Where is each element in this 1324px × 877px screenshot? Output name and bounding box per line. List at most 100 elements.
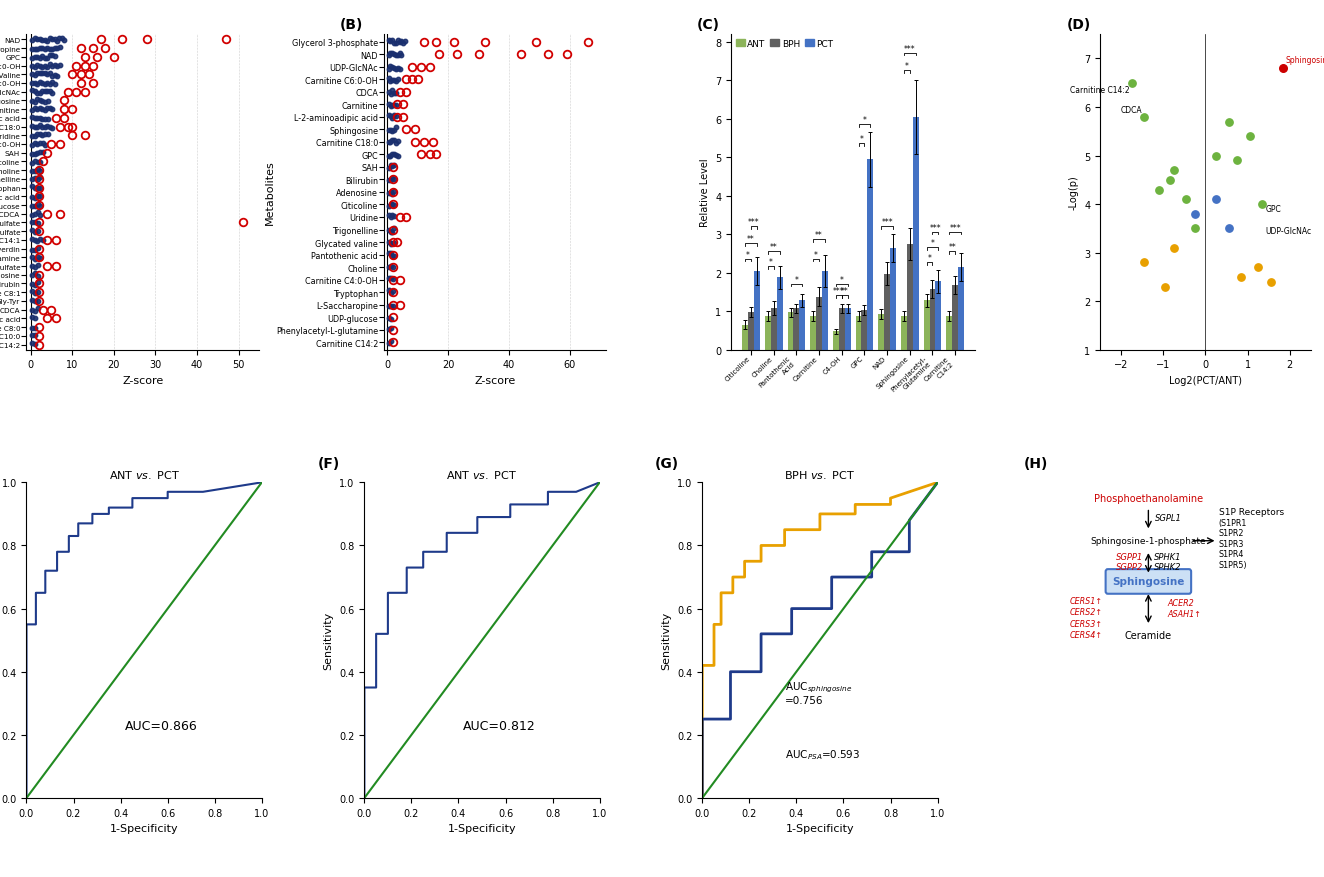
X-axis label: 1-Specificity: 1-Specificity [448, 824, 516, 833]
Text: S1PR4: S1PR4 [1219, 550, 1245, 559]
Bar [907, 245, 912, 351]
Text: (C): (C) [696, 18, 720, 32]
Text: **: ** [747, 235, 755, 244]
Text: *: * [928, 254, 932, 263]
Point [1247, 260, 1268, 275]
Point [1148, 183, 1169, 197]
Point [1260, 275, 1282, 289]
Bar [771, 309, 777, 351]
Text: ***: *** [949, 224, 961, 232]
Text: ***: *** [882, 217, 892, 226]
Text: Sphingosine: Sphingosine [1112, 577, 1185, 587]
Bar [833, 332, 839, 351]
Point [1133, 256, 1155, 270]
X-axis label: Z-score: Z-score [122, 375, 164, 386]
Text: (H): (H) [1023, 456, 1049, 470]
Text: (G): (G) [655, 456, 679, 470]
X-axis label: 1-Specificity: 1-Specificity [110, 824, 179, 833]
Point [1272, 62, 1294, 76]
Point [1218, 222, 1239, 236]
Text: *: * [862, 116, 866, 125]
Text: S1PR5): S1PR5) [1219, 560, 1247, 569]
Text: Phosphoethanolamine: Phosphoethanolamine [1094, 494, 1204, 503]
Text: SGPP1: SGPP1 [1116, 553, 1143, 561]
Text: CERS4↑: CERS4↑ [1070, 631, 1103, 639]
Text: Sphingosine-1-phosphate: Sphingosine-1-phosphate [1091, 537, 1206, 545]
FancyBboxPatch shape [1106, 569, 1192, 594]
Text: SGPL1: SGPL1 [1155, 513, 1182, 522]
Bar [748, 313, 753, 351]
Bar [777, 278, 782, 351]
Text: (S1PR1: (S1PR1 [1219, 518, 1247, 527]
Text: *: * [794, 275, 798, 284]
Point [1239, 130, 1260, 144]
Bar [822, 272, 828, 351]
Bar [959, 267, 964, 351]
Text: Sphingosine: Sphingosine [1286, 56, 1324, 65]
Text: **: ** [769, 243, 777, 252]
Point [1184, 208, 1205, 222]
Point [1176, 193, 1197, 207]
Text: *: * [931, 239, 935, 247]
Text: (B): (B) [340, 18, 363, 32]
X-axis label: Log2(PCT/ANT): Log2(PCT/ANT) [1169, 375, 1242, 386]
Bar [947, 317, 952, 351]
Text: *: * [859, 135, 863, 144]
Text: S1PR3: S1PR3 [1219, 539, 1245, 548]
Bar [845, 309, 850, 351]
Text: S1P Receptors: S1P Receptors [1219, 507, 1284, 517]
Legend: ANT, BPH, PCT: ANT, BPH, PCT [736, 39, 833, 48]
Bar [952, 286, 959, 351]
Point [1158, 174, 1180, 188]
Text: AUC$_{PSA}$=0.593: AUC$_{PSA}$=0.593 [785, 747, 859, 761]
Y-axis label: Metabolites: Metabolites [265, 160, 274, 225]
Text: CERS3↑: CERS3↑ [1070, 619, 1103, 628]
Text: ASAH1↑: ASAH1↑ [1168, 610, 1201, 619]
Text: *: * [747, 250, 751, 260]
Bar [810, 317, 816, 351]
Bar [839, 309, 845, 351]
X-axis label: Z-score: Z-score [474, 375, 516, 386]
Point [1184, 222, 1205, 236]
Text: Carnitine C14:2: Carnitine C14:2 [1070, 86, 1129, 95]
Text: CERS1↑: CERS1↑ [1070, 596, 1103, 605]
Text: *: * [904, 62, 908, 71]
Title: ANT $vs.$ PCT: ANT $vs.$ PCT [109, 468, 180, 481]
Text: *: * [839, 275, 843, 284]
Text: Ceramide: Ceramide [1125, 631, 1172, 641]
Text: ACER2: ACER2 [1168, 599, 1194, 608]
Bar [912, 118, 919, 351]
Point [1155, 281, 1176, 295]
Text: **: ** [841, 287, 849, 296]
Y-axis label: Sensitivity: Sensitivity [323, 611, 334, 669]
Point [1226, 154, 1247, 168]
Text: CDCA: CDCA [1120, 106, 1143, 115]
Text: *: * [814, 250, 818, 260]
Text: AUC=0.812: AUC=0.812 [463, 719, 536, 731]
Text: (F): (F) [318, 456, 339, 470]
Bar [890, 248, 896, 351]
Bar [855, 317, 862, 351]
Text: S1PR2: S1PR2 [1219, 529, 1245, 538]
Text: (D): (D) [1066, 18, 1091, 32]
Point [1205, 193, 1226, 207]
Point [1121, 76, 1143, 90]
Text: AUC=0.866: AUC=0.866 [126, 719, 199, 731]
Bar [929, 289, 936, 351]
Point [1205, 149, 1226, 163]
Text: **: ** [948, 243, 956, 252]
Title: BPH $vs.$ PCT: BPH $vs.$ PCT [784, 468, 855, 481]
Point [1164, 164, 1185, 178]
Y-axis label: -Log(p): -Log(p) [1068, 175, 1079, 210]
Bar [878, 315, 884, 351]
Point [1133, 111, 1155, 125]
Bar [862, 310, 867, 351]
Bar [788, 313, 793, 351]
Text: AUC$_{sphingosine}$
=0.756: AUC$_{sphingosine}$ =0.756 [785, 680, 851, 705]
Bar [924, 301, 929, 351]
Bar [816, 297, 822, 351]
Text: **: ** [816, 231, 824, 240]
Text: ***: *** [929, 224, 941, 232]
Text: SGPP2: SGPP2 [1116, 562, 1143, 572]
Bar [900, 317, 907, 351]
